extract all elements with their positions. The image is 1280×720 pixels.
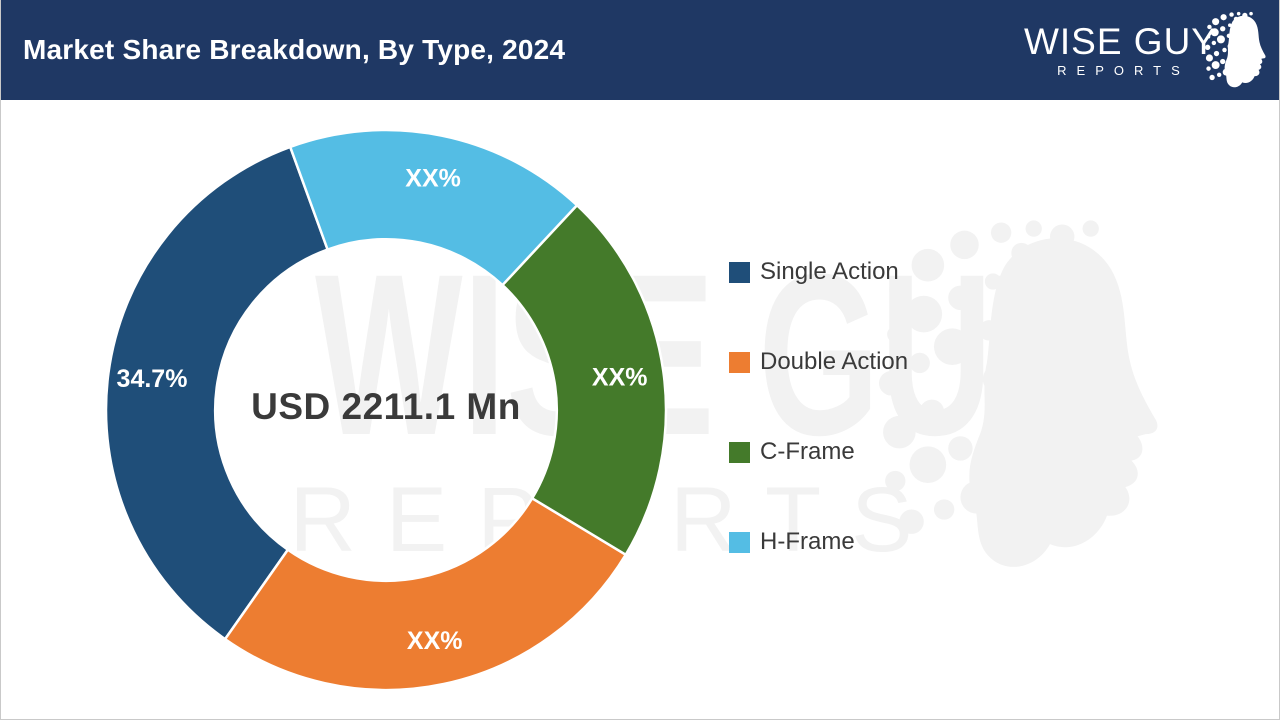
legend-item-h-frame[interactable]: H-Frame [729, 528, 908, 556]
donut-center-value: USD 2211.1 Mn [251, 386, 521, 427]
wiseguy-logo: WISE GUY REPORTS [1024, 10, 1267, 90]
wiseguy-face-icon [1205, 11, 1266, 88]
donut-slice-c-frame[interactable] [501, 203, 668, 556]
chart-legend: Single Action Double Action C-Frame H-Fr… [729, 258, 908, 618]
legend-swatch-h-frame [729, 531, 750, 553]
slice-percentage-label: XX% [405, 165, 461, 193]
logo-subtitle: REPORTS [1057, 63, 1190, 78]
legend-swatch-double-action [729, 351, 750, 373]
legend-label-c-frame: C-Frame [760, 438, 855, 465]
slice-percentage-label: 34.7% [117, 365, 188, 393]
legend-item-double-action[interactable]: Double Action [729, 348, 908, 376]
legend-label-double-action: Double Action [760, 348, 909, 375]
header-bar: Market Share Breakdown, By Type, 2024 WI… [1, 0, 1279, 100]
chart-area: WISE GUY REPORTS 34.7%XX%XX%XX% USD 2211… [1, 100, 1279, 719]
donut-chart: 34.7% XX% XX% XX% [104, 128, 668, 692]
donut-slice-single-action[interactable] [104, 145, 329, 641]
slice-percentage-label: XX% [592, 363, 648, 391]
logo-wordmark: WISE GUY [1023, 21, 1217, 62]
page-title: Market Share Breakdown, By Type, 2024 [23, 34, 566, 65]
donut-slice-h-frame[interactable] [288, 128, 579, 287]
legend-label-h-frame: H-Frame [760, 528, 855, 555]
wiseguy-logo-text: WISE GUY REPORTS [1024, 23, 1217, 77]
legend-swatch-single-action [729, 261, 750, 283]
legend-label-single-action: Single Action [760, 258, 899, 285]
legend-swatch-c-frame [729, 441, 750, 463]
slice-percentage-label: XX% [407, 627, 463, 655]
legend-item-c-frame[interactable]: C-Frame [729, 438, 908, 466]
legend-item-single-action[interactable]: Single Action [729, 258, 908, 286]
donut-slice-double-action[interactable] [223, 497, 627, 692]
